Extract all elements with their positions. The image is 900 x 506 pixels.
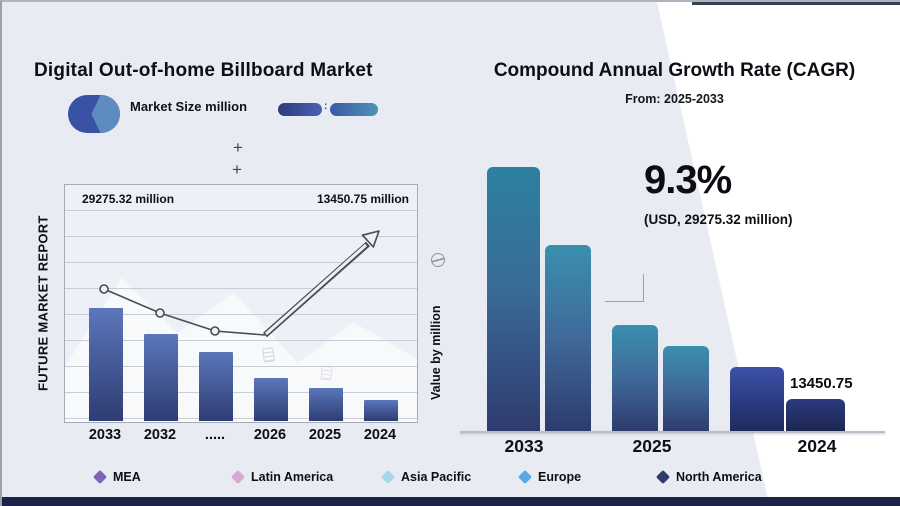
cagr-title: Compound Annual Growth Rate (CAGR) — [493, 60, 856, 81]
cagr-x-label-2033: 2033 — [504, 436, 544, 456]
right-axis-label: Value by million — [429, 305, 443, 400]
page-title: Digital Out-of-home Billboard Market — [34, 60, 373, 81]
legend-label: North America — [676, 470, 762, 484]
corner-bracket-decoration — [605, 274, 644, 302]
cagr-bar-2024-a — [730, 367, 784, 432]
legend-pill-teal — [330, 103, 378, 116]
trend-line-arrow — [99, 230, 380, 338]
x-label-2033: 2033 — [88, 427, 122, 443]
x-label-2024: 2024 — [363, 427, 397, 443]
x-label-2026: 2026 — [253, 427, 287, 443]
legend-label: Europe — [538, 470, 582, 484]
bar-intermediate — [199, 352, 233, 421]
cagr-bar-2024-b — [786, 399, 845, 432]
value-callout-2024: 13450.75 — [790, 375, 853, 392]
database-icon — [68, 95, 120, 133]
bar-2025 — [309, 388, 343, 421]
cagr-axis-line — [460, 431, 885, 433]
cagr-x-label-2024: 2024 — [797, 436, 837, 456]
legend-label: MEA — [113, 470, 141, 484]
market-size-legend-label: Market Size million — [130, 99, 248, 114]
cagr-bar-2025-a — [612, 325, 658, 432]
minus-circle-icon — [429, 251, 447, 269]
cagr-bar-2025-b — [663, 346, 709, 432]
plus-decoration-2: + — [232, 160, 242, 179]
north-america-diamond-icon — [655, 469, 671, 485]
chart-gridlines — [65, 210, 417, 422]
database-icon-facet — [91, 95, 120, 133]
bar-2026 — [254, 378, 288, 421]
x-label-ellipsis: ..... — [204, 427, 226, 443]
market-size-chart: 29275.32 million 13450.75 million — [64, 184, 418, 423]
asia-pacific-diamond-icon — [380, 469, 396, 485]
bar-2033 — [89, 308, 123, 421]
legend-pill-separator: : — [324, 101, 328, 112]
left-axis-label: FUTURE MARKET REPORT — [35, 215, 51, 391]
x-label-2032: 2032 — [143, 427, 177, 443]
cagr-usd-detail: (USD, 29275.32 million) — [644, 212, 793, 227]
legend-label: Asia Pacific — [401, 470, 472, 484]
bar-2024 — [364, 400, 398, 421]
plus-decoration-1: + — [233, 138, 243, 157]
europe-diamond-icon — [517, 469, 533, 485]
cagr-bar-2033-a — [487, 167, 540, 432]
top-edge-accent — [692, 2, 900, 5]
latin-america-diamond-icon — [230, 469, 246, 485]
value-label-2033: 29275.32 million — [82, 192, 175, 206]
legend-label: Latin America — [251, 470, 334, 484]
bottom-accent-bar — [2, 497, 900, 506]
cagr-subtitle: From: 2025-2033 — [625, 92, 724, 106]
cagr-x-label-2025: 2025 — [632, 436, 672, 456]
cagr-percentage: 9.3% — [644, 158, 732, 202]
cagr-bar-2033-b — [545, 245, 591, 432]
value-label-2024: 13450.75 million — [316, 192, 409, 206]
legend-pill-dark — [278, 103, 322, 116]
mea-diamond-icon — [92, 469, 108, 485]
bar-2032 — [144, 334, 178, 421]
x-label-2025: 2025 — [308, 427, 342, 443]
